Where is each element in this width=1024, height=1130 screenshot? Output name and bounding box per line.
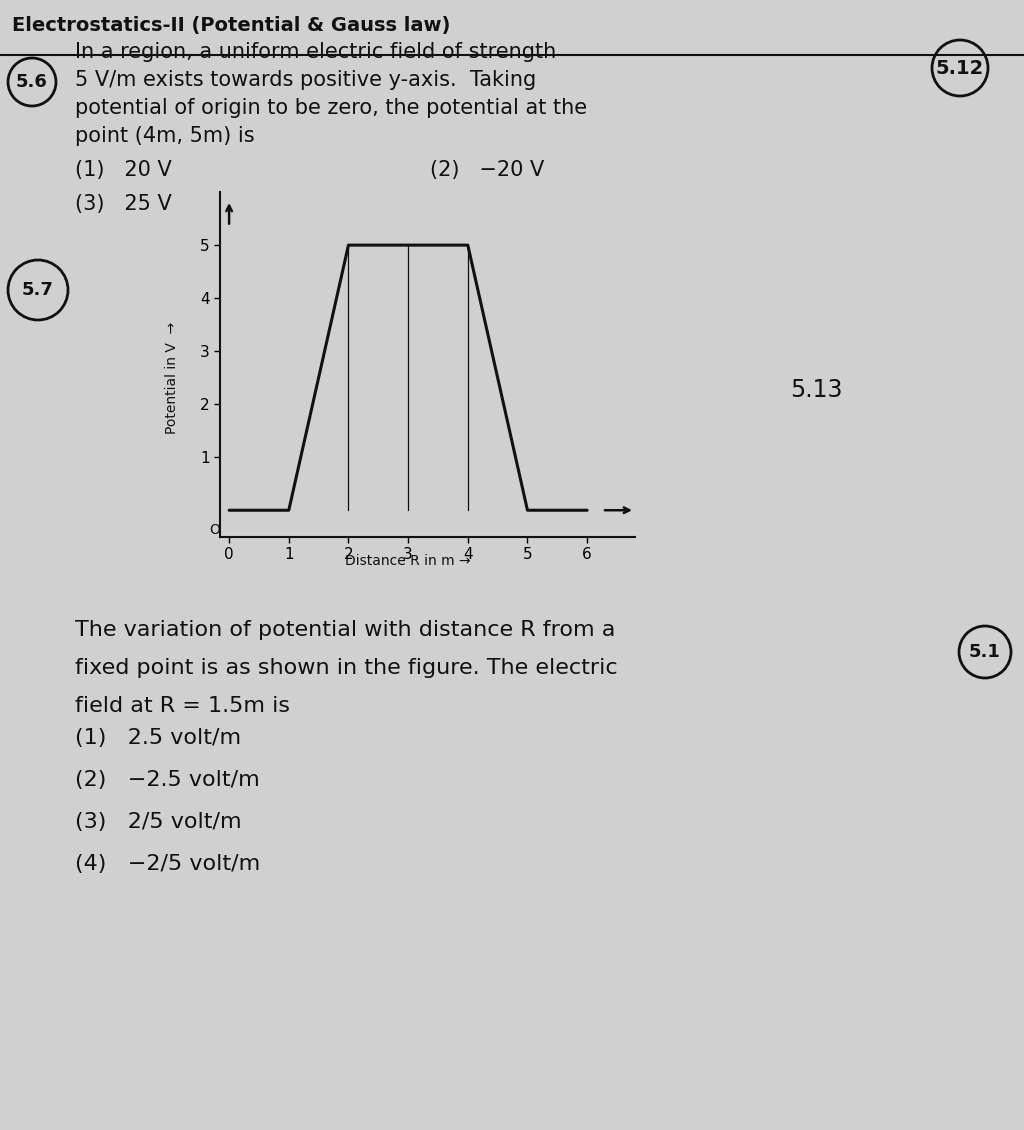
Text: Potential in V  →: Potential in V → — [166, 322, 179, 434]
Text: (2)   −2.5 volt/m: (2) −2.5 volt/m — [75, 770, 260, 790]
Text: 5.6: 5.6 — [16, 73, 48, 92]
Text: 5.12: 5.12 — [936, 59, 984, 78]
Text: Electrostatics-II (Potential & Gauss law): Electrostatics-II (Potential & Gauss law… — [12, 16, 451, 35]
Text: 5.1: 5.1 — [969, 643, 1000, 661]
Text: Distance R in m →: Distance R in m → — [345, 554, 471, 567]
Text: O: O — [209, 523, 219, 538]
Text: 5.13: 5.13 — [790, 379, 843, 402]
Text: (4)   −2/5 volt/m: (4) −2/5 volt/m — [75, 854, 260, 873]
Text: (3)   25 V: (3) 25 V — [75, 194, 172, 214]
Text: point (4m, 5m) is: point (4m, 5m) is — [75, 127, 255, 146]
Text: fixed point is as shown in the figure. The electric: fixed point is as shown in the figure. T… — [75, 658, 617, 678]
Text: (1)   20 V: (1) 20 V — [75, 160, 172, 180]
Text: (1)   2.5 volt/m: (1) 2.5 volt/m — [75, 728, 241, 748]
Text: 5 V/m exists towards positive y-axis.  Taking: 5 V/m exists towards positive y-axis. Ta… — [75, 70, 537, 90]
Text: (4)   −25 V: (4) −25 V — [430, 194, 544, 214]
Text: In a region, a uniform electric field of strength: In a region, a uniform electric field of… — [75, 42, 556, 62]
Text: 5.7: 5.7 — [23, 281, 54, 299]
Text: The variation of potential with distance R from a: The variation of potential with distance… — [75, 620, 615, 640]
Text: (3)   2/5 volt/m: (3) 2/5 volt/m — [75, 812, 242, 832]
Text: field at R = 1.5m is: field at R = 1.5m is — [75, 696, 290, 716]
Text: potential of origin to be zero, the potential at the: potential of origin to be zero, the pote… — [75, 98, 587, 118]
Text: (2)   −20 V: (2) −20 V — [430, 160, 544, 180]
